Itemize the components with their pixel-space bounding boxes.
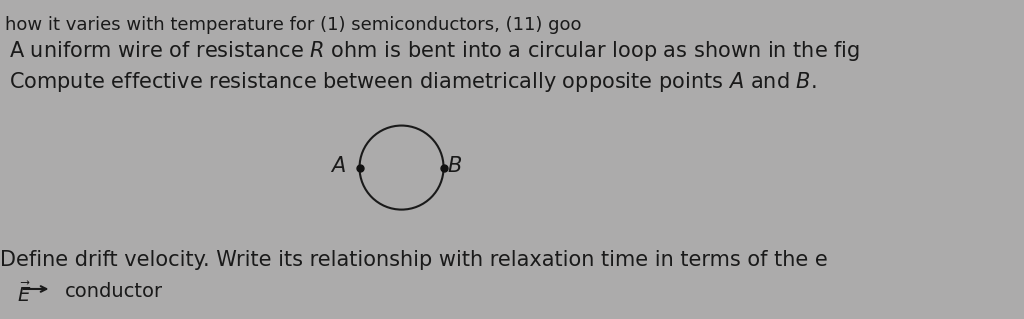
Text: A uniform wire of resistance $R$ ohm is bent into a circular loop as shown in th: A uniform wire of resistance $R$ ohm is … xyxy=(9,39,860,63)
Text: conductor: conductor xyxy=(66,281,164,300)
Text: $A$: $A$ xyxy=(331,156,346,176)
Text: $\vec{E}$: $\vec{E}$ xyxy=(16,281,31,306)
Text: how it varies with temperature for (1) semiconductors, (11) goo: how it varies with temperature for (1) s… xyxy=(5,16,582,34)
Text: $B$: $B$ xyxy=(447,156,463,176)
Text: Compute effective resistance between diametrically opposite points $A$ and $B$.: Compute effective resistance between dia… xyxy=(9,70,817,93)
Text: Define drift velocity. Write its relationship with relaxation time in terms of t: Define drift velocity. Write its relatio… xyxy=(0,250,827,270)
